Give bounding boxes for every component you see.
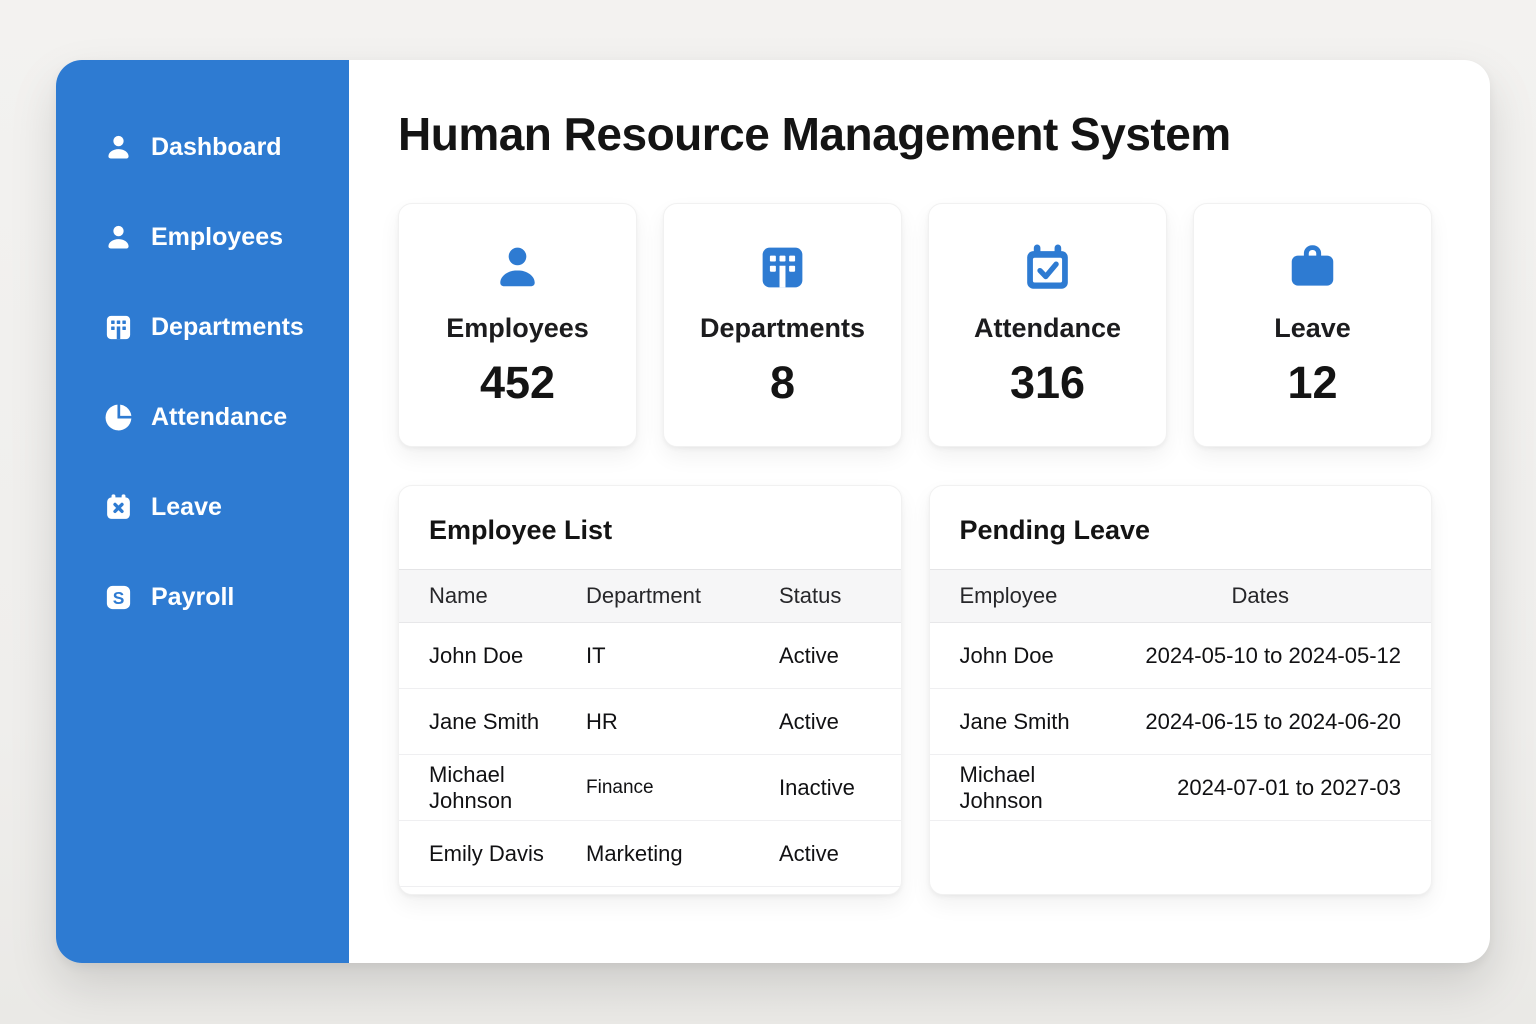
cell-department: Finance	[586, 776, 654, 798]
stat-value: 8	[769, 357, 796, 408]
table-row[interactable]: John Doe IT Active	[399, 623, 901, 689]
cell-department: Marketing	[586, 840, 683, 866]
column-header-name: Name	[429, 583, 488, 608]
table-row[interactable]: Michael Johnson 2024-07-01 to 2027-03	[929, 755, 1431, 821]
calendar-x-icon	[103, 492, 134, 523]
cell-employee: Michael Johnson	[959, 761, 1043, 813]
cell-name: John Doe	[429, 642, 524, 668]
sidebar-item-dashboard[interactable]: Dashboard	[56, 102, 349, 192]
sidebar-item-label: Departments	[151, 312, 304, 341]
sidebar-item-label: Dashboard	[151, 132, 282, 161]
stat-card-departments: Departments 8	[663, 203, 902, 447]
cell-status: Inactive	[779, 774, 855, 800]
s-badge-icon: S	[103, 582, 134, 613]
cell-dates: 2024-07-01 to 2027-03	[1177, 774, 1401, 800]
cell-employee: John Doe	[959, 642, 1054, 668]
main-content: Human Resource Management System Employe…	[349, 60, 1490, 963]
column-header-employee: Employee	[959, 583, 1058, 608]
column-header-department: Department	[586, 583, 701, 608]
table-row[interactable]: John Doe 2024-05-10 to 2024-05-12	[929, 623, 1431, 689]
section-title-employee-list: Employee List	[429, 515, 613, 545]
cell-dates: 2024-06-15 to 2024-06-20	[1145, 708, 1401, 734]
table-row[interactable]: Jane Smith 2024-06-15 to 2024-06-20	[929, 689, 1431, 755]
stat-label: Leave	[1274, 313, 1351, 343]
employee-list-header-row: Name Department Status	[399, 569, 901, 623]
employee-list-card: Employee List Name Department Status Joh…	[398, 485, 902, 895]
sidebar: Dashboard Employees Departments Attendan…	[56, 60, 349, 963]
page-title: Human Resource Management System	[398, 108, 1231, 160]
briefcase-icon	[1286, 241, 1339, 294]
stat-card-attendance: Attendance 316	[928, 203, 1167, 447]
sidebar-item-label: Payroll	[151, 582, 235, 611]
section-title-pending-leave: Pending Leave	[959, 515, 1151, 545]
column-header-dates: Dates	[1231, 583, 1289, 608]
stat-value: 12	[1287, 357, 1338, 408]
table-row[interactable]: Michael Johnson Finance Inactive	[399, 755, 901, 821]
user-icon	[103, 222, 134, 253]
sidebar-nav: Dashboard Employees Departments Attendan…	[56, 102, 349, 642]
user-icon	[491, 241, 544, 294]
cell-name: Jane Smith	[429, 708, 540, 734]
cell-department: IT	[586, 642, 606, 668]
svg-text:S: S	[113, 587, 125, 607]
stat-card-employees: Employees 452	[398, 203, 637, 447]
cell-name: Emily Davis	[429, 840, 544, 866]
sidebar-item-label: Employees	[151, 222, 284, 251]
sidebar-item-leave[interactable]: Leave	[56, 462, 349, 552]
stat-label: Attendance	[973, 313, 1122, 343]
cell-dates: 2024-05-10 to 2024-05-12	[1145, 642, 1401, 668]
calendar-check-icon	[1021, 241, 1074, 294]
sidebar-item-employees[interactable]: Employees	[56, 192, 349, 282]
stat-label: Employees	[446, 313, 589, 343]
app-panel: Dashboard Employees Departments Attendan…	[56, 60, 1490, 963]
tables-row: Employee List Name Department Status Joh…	[398, 485, 1432, 895]
sidebar-item-departments[interactable]: Departments	[56, 282, 349, 372]
building-icon	[103, 312, 134, 343]
cell-status: Active	[779, 708, 839, 734]
stat-cards-row: Employees 452 Departments 8 Attendance 3…	[398, 203, 1432, 447]
cell-department: HR	[586, 708, 618, 734]
user-icon	[103, 132, 134, 163]
sidebar-item-payroll[interactable]: S Payroll	[56, 552, 349, 642]
table-row[interactable]: Emily Davis Marketing Active	[399, 821, 901, 887]
building-icon	[756, 241, 809, 294]
stat-value: 452	[479, 357, 556, 408]
column-header-status: Status	[779, 583, 842, 608]
cell-status: Active	[779, 642, 839, 668]
sidebar-item-label: Leave	[151, 492, 222, 521]
stat-value: 316	[1009, 357, 1086, 408]
cell-status: Active	[779, 840, 839, 866]
cell-employee: Jane Smith	[959, 708, 1070, 734]
stat-card-leave: Leave 12	[1193, 203, 1432, 447]
stat-label: Departments	[699, 313, 866, 343]
sidebar-item-attendance[interactable]: Attendance	[56, 372, 349, 462]
table-row[interactable]: Jane Smith HR Active	[399, 689, 901, 755]
pie-chart-icon	[103, 402, 134, 433]
pending-leave-card: Pending Leave Employee Dates John Doe 20…	[928, 485, 1432, 895]
sidebar-item-label: Attendance	[151, 402, 288, 431]
pending-leave-header-row: Employee Dates	[929, 569, 1431, 623]
cell-name: Michael Johnson	[429, 761, 513, 813]
